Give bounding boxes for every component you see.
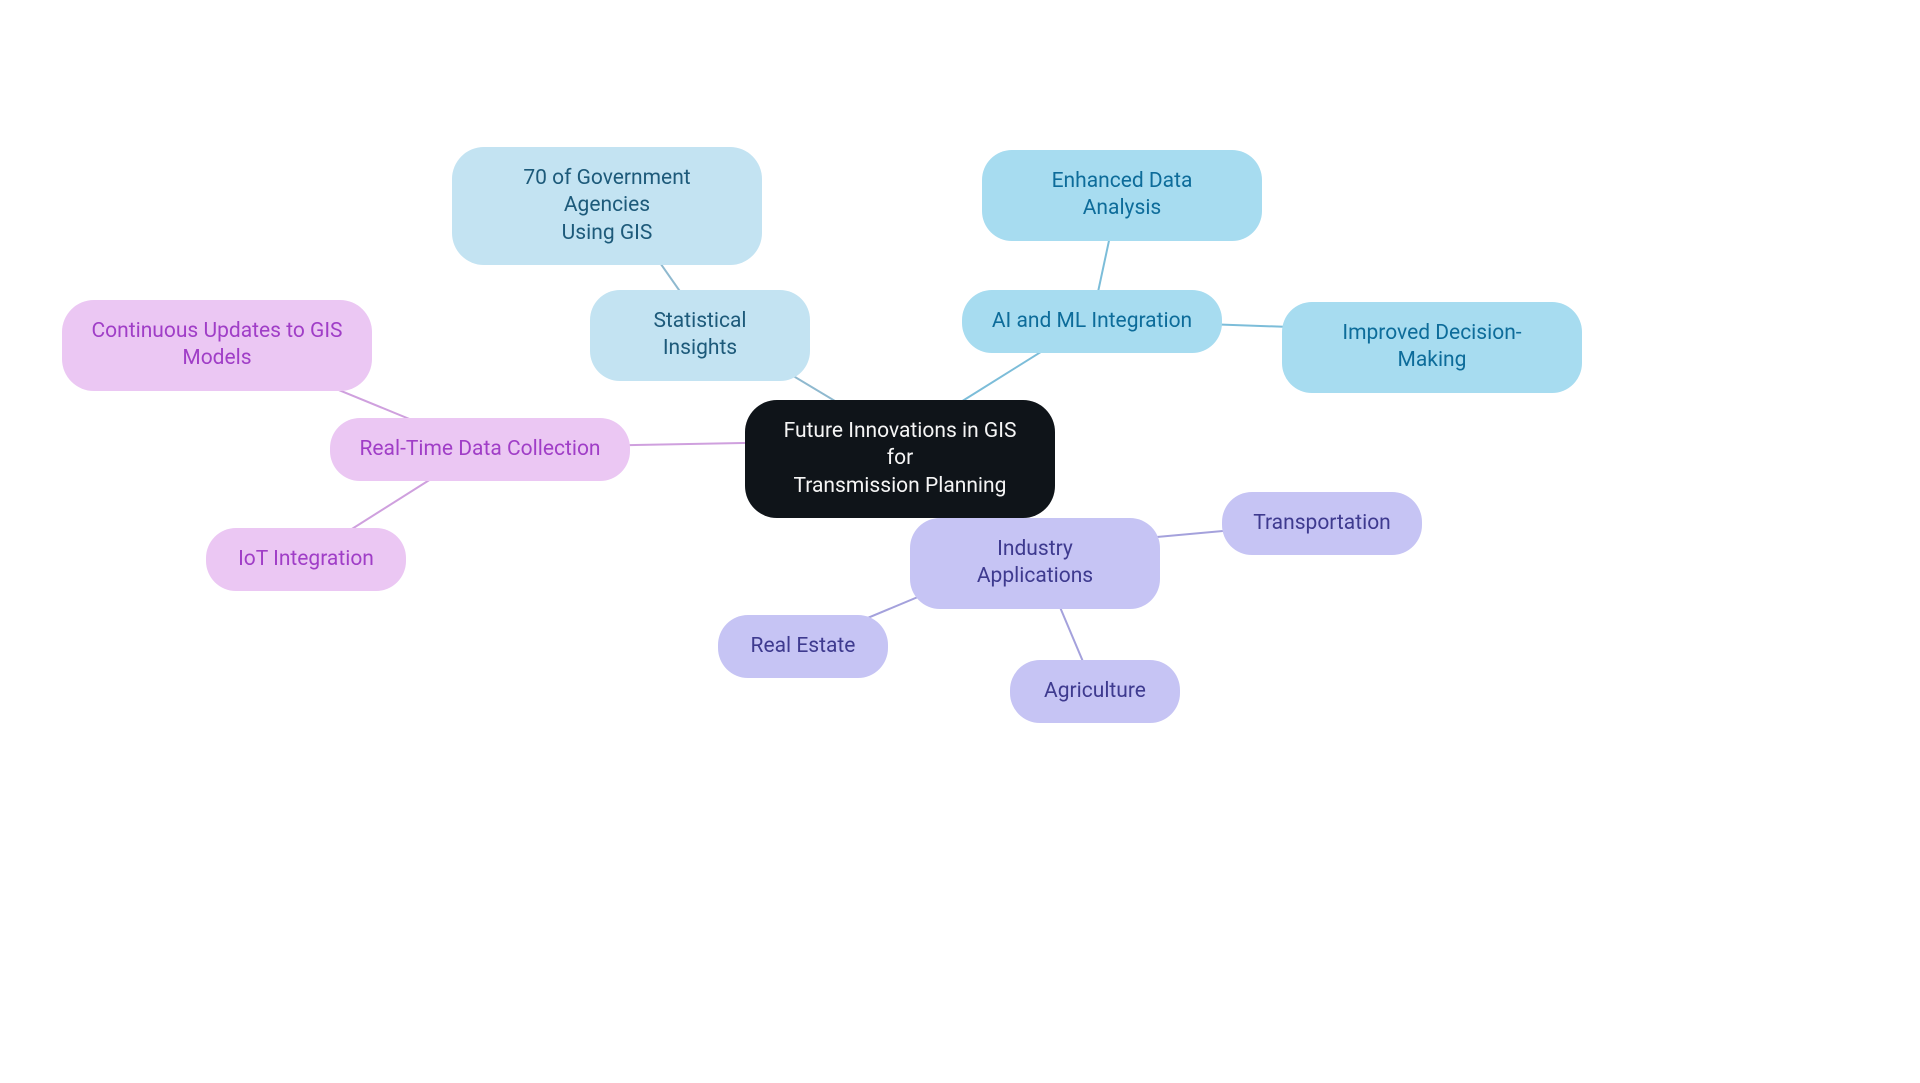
node-govgis: 70 of Government AgenciesUsing GIS [452,147,762,265]
node-continuous: Continuous Updates to GISModels [62,300,372,391]
node-realestate: Real Estate [718,615,888,678]
node-enhanced: Enhanced Data Analysis [982,150,1262,241]
node-stats: Statistical Insights [590,290,810,381]
node-agri: Agriculture [1010,660,1180,723]
node-iot: IoT Integration [206,528,406,591]
node-decision: Improved Decision-Making [1282,302,1582,393]
node-root: Future Innovations in GIS forTransmissio… [745,400,1055,518]
node-realtime: Real-Time Data Collection [330,418,630,481]
node-aiml: AI and ML Integration [962,290,1222,353]
node-industry: Industry Applications [910,518,1160,609]
node-transport: Transportation [1222,492,1422,555]
